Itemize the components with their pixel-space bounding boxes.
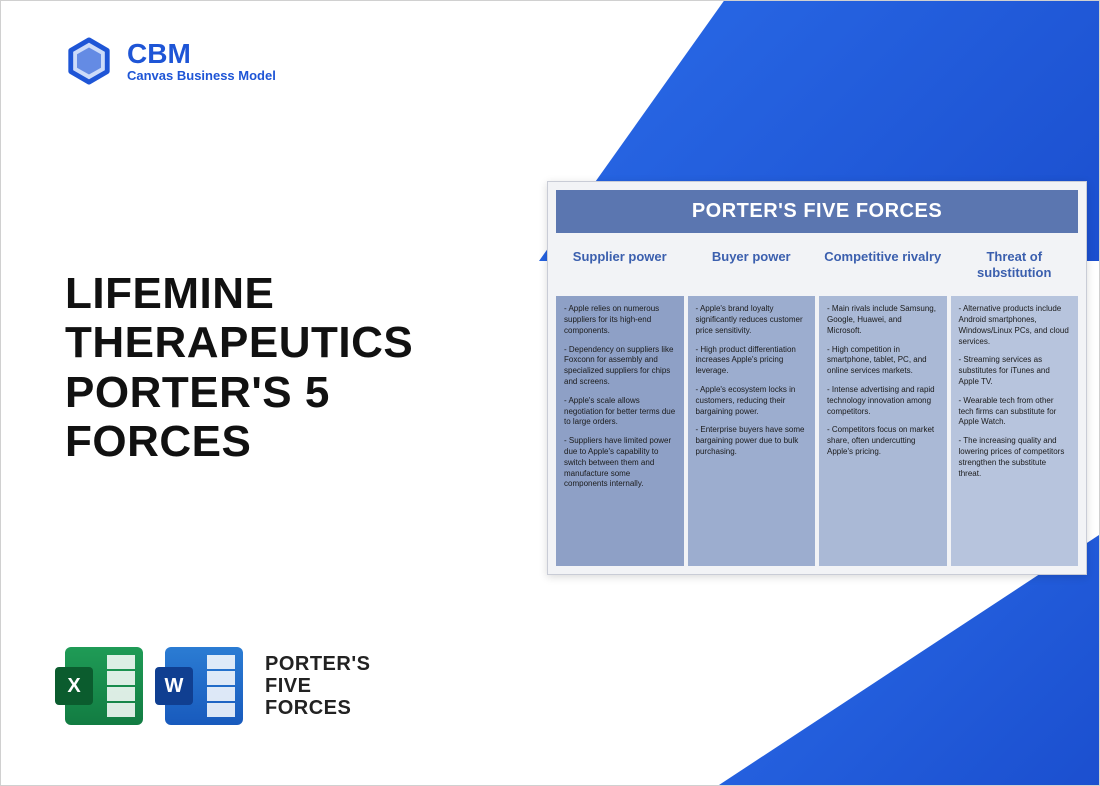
col-body-substitution: - Alternative products include Android s… <box>951 296 1079 566</box>
bullet: - Apple's brand loyalty significantly re… <box>696 304 808 336</box>
card-column-headers: Supplier power Buyer power Competitive r… <box>556 239 1078 290</box>
col-header-substitution: Threat of substitution <box>951 239 1079 290</box>
bullet: - Intense advertising and rapid technolo… <box>827 385 939 417</box>
bullet: - Apple's scale allows negotiation for b… <box>564 396 676 428</box>
bullet: - Suppliers have limited power due to Ap… <box>564 436 676 490</box>
card-title: PORTER'S FIVE FORCES <box>556 190 1078 233</box>
bullet: - The increasing quality and lowering pr… <box>959 436 1071 479</box>
bullet: - Dependency on suppliers like Foxconn f… <box>564 345 676 388</box>
logo: CBM Canvas Business Model <box>65 37 276 85</box>
logo-abbr: CBM <box>127 40 276 68</box>
col-header-supplier: Supplier power <box>556 239 684 290</box>
bullet: - Wearable tech from other tech firms ca… <box>959 396 1071 428</box>
porter-label-l1: PORTER'S <box>265 653 370 675</box>
excel-icon: X <box>65 647 143 725</box>
col-body-buyer: - Apple's brand loyalty significantly re… <box>688 296 816 566</box>
card-column-bodies: - Apple relies on numerous suppliers for… <box>556 296 1078 566</box>
bullet: - Enterprise buyers have some bargaining… <box>696 425 808 457</box>
word-icon: W <box>165 647 243 725</box>
hex-logo-icon <box>65 37 113 85</box>
bullet: - High product differentiation increases… <box>696 345 808 377</box>
logo-subtitle: Canvas Business Model <box>127 68 276 83</box>
col-header-rivalry: Competitive rivalry <box>819 239 947 290</box>
bullet: - Main rivals include Samsung, Google, H… <box>827 304 939 336</box>
porter-label-l3: FORCES <box>265 697 370 719</box>
excel-letter: X <box>55 667 93 705</box>
col-body-supplier: - Apple relies on numerous suppliers for… <box>556 296 684 566</box>
col-header-buyer: Buyer power <box>688 239 816 290</box>
bullet: - Streaming services as substitutes for … <box>959 355 1071 387</box>
bullet: - High competition in smartphone, tablet… <box>827 345 939 377</box>
word-letter: W <box>155 667 193 705</box>
bullet: - Alternative products include Android s… <box>959 304 1071 347</box>
file-format-icons: X W PORTER'S FIVE FORCES <box>65 647 370 725</box>
bullet: - Apple relies on numerous suppliers for… <box>564 304 676 336</box>
porter-label-l2: FIVE <box>265 675 370 697</box>
page-title: LIFEMINE THERAPEUTICS PORTER'S 5 FORCES <box>65 269 485 466</box>
porter-label: PORTER'S FIVE FORCES <box>265 653 370 719</box>
bullet: - Competitors focus on market share, oft… <box>827 425 939 457</box>
col-body-rivalry: - Main rivals include Samsung, Google, H… <box>819 296 947 566</box>
porter-card: PORTER'S FIVE FORCES Supplier power Buye… <box>547 181 1087 575</box>
bullet: - Apple's ecosystem locks in customers, … <box>696 385 808 417</box>
